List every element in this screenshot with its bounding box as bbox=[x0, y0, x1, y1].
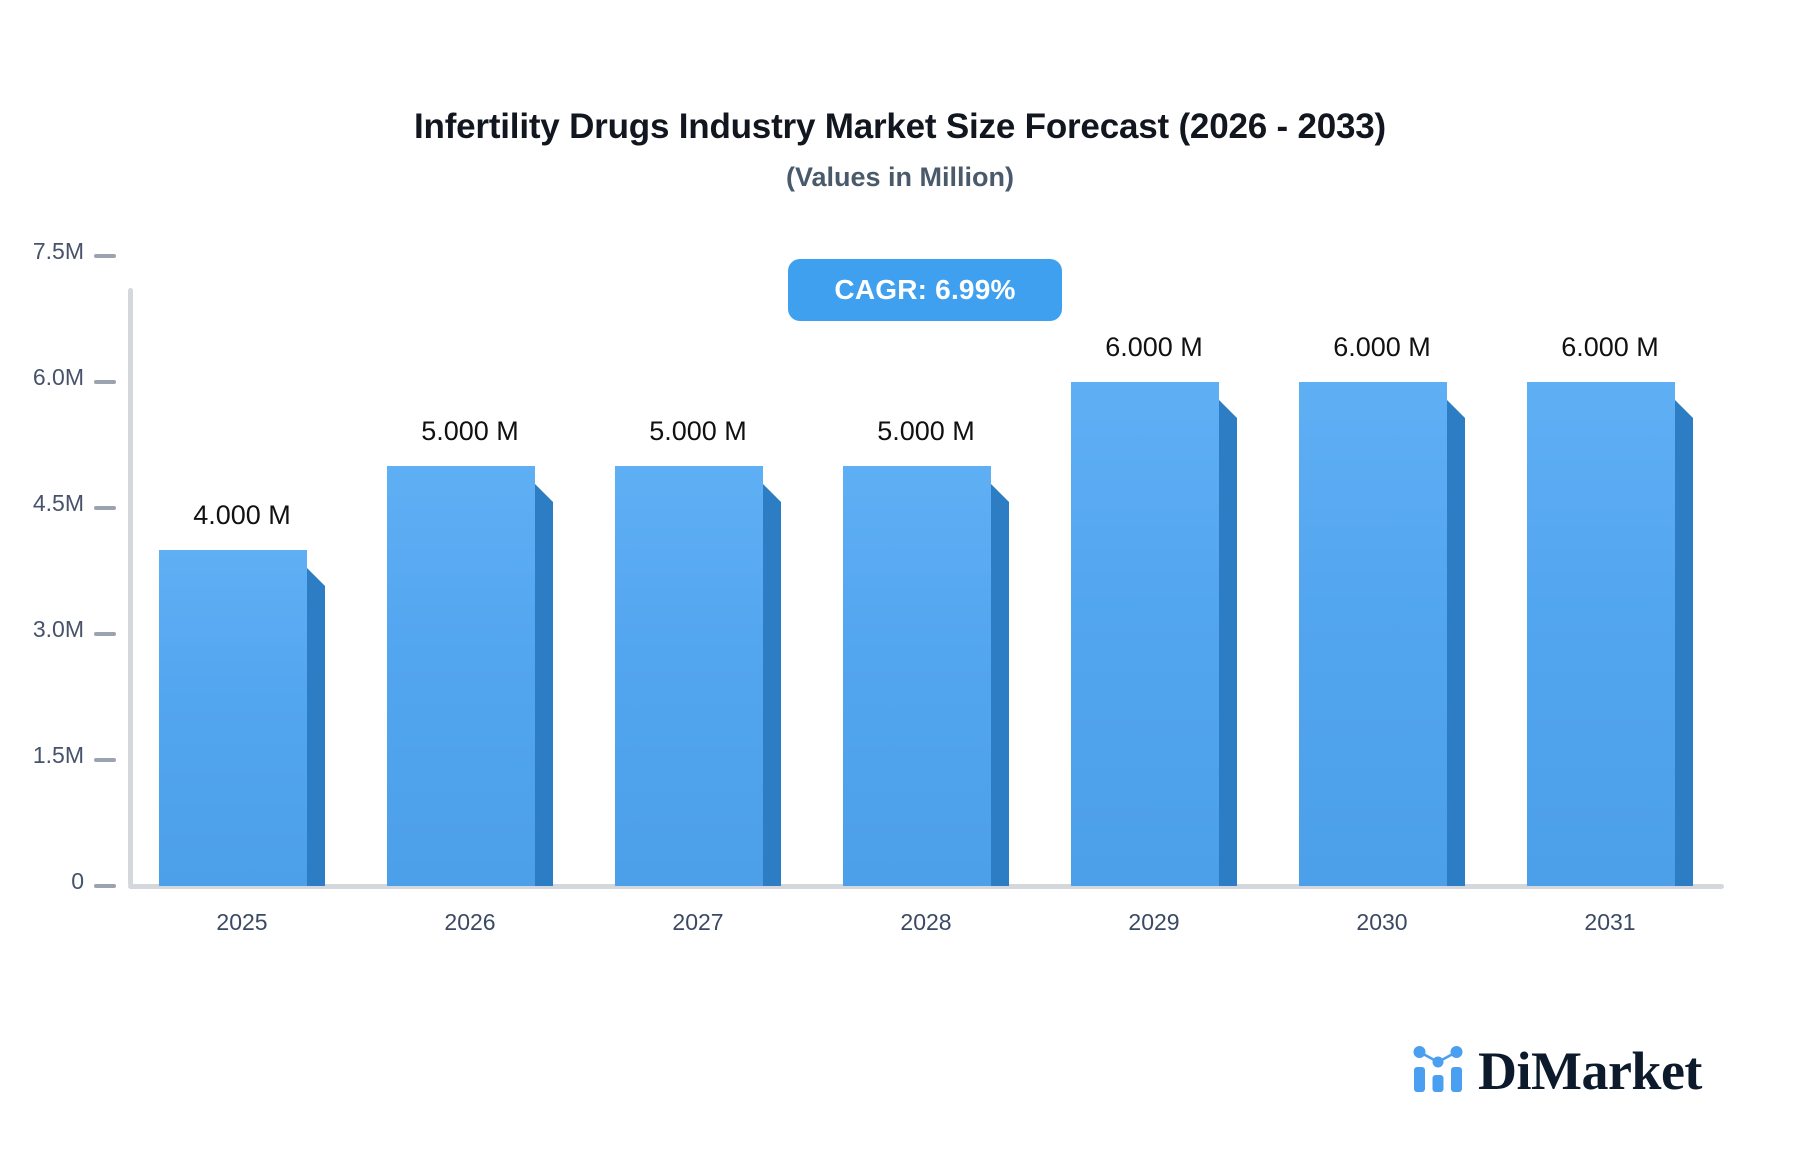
bar-side-face bbox=[535, 484, 553, 886]
bar-value-label: 5.000 M bbox=[649, 416, 747, 446]
bar-chart-logo-icon bbox=[1412, 1042, 1464, 1099]
bar-value-label: 5.000 M bbox=[877, 416, 975, 446]
bar-value-label: 6.000 M bbox=[1561, 332, 1659, 362]
bar-front-face bbox=[615, 466, 763, 886]
y-axis-tick-mark bbox=[94, 254, 116, 258]
y-axis-line bbox=[128, 288, 133, 886]
y-axis-tick-mark bbox=[94, 884, 116, 888]
brand-name: DiMarket bbox=[1478, 1040, 1702, 1101]
bar-value-label: 4.000 M bbox=[193, 500, 291, 530]
cagr-badge: CAGR: 6.99% bbox=[788, 259, 1062, 321]
x-axis-tick-label: 2026 bbox=[444, 909, 496, 935]
bar-2027 bbox=[615, 466, 781, 886]
x-axis-line bbox=[128, 884, 1724, 889]
y-axis-tick-mark bbox=[94, 632, 116, 636]
y-axis-tick-label: 7.5M bbox=[32, 238, 84, 264]
y-axis-tick-mark bbox=[94, 758, 116, 762]
x-axis-tick-label: 2031 bbox=[1584, 909, 1636, 935]
y-axis-tick-mark bbox=[94, 506, 116, 510]
bar-side-face bbox=[763, 484, 781, 886]
bar-value-label: 6.000 M bbox=[1333, 332, 1431, 362]
x-axis-tick-label: 2025 bbox=[216, 909, 268, 935]
y-axis-tick-label: 6.0M bbox=[32, 364, 84, 390]
bar-side-face bbox=[1219, 400, 1237, 886]
cagr-badge-label: CAGR: 6.99% bbox=[834, 274, 1016, 305]
bar-2025 bbox=[159, 550, 325, 886]
bar-2026 bbox=[387, 466, 553, 886]
y-axis-tick-label: 4.5M bbox=[32, 490, 84, 516]
bar-2028 bbox=[843, 466, 1009, 886]
page-title: Infertility Drugs Industry Market Size F… bbox=[413, 107, 1387, 146]
bar-front-face bbox=[843, 466, 991, 886]
bar-side-face bbox=[1447, 400, 1465, 886]
y-axis-tick-mark bbox=[94, 380, 116, 384]
brand-logo: DiMarket bbox=[1412, 1042, 1702, 1099]
y-axis-tick-label: 1.5M bbox=[32, 742, 84, 768]
bar-2029 bbox=[1071, 382, 1237, 886]
bar-2031 bbox=[1527, 382, 1693, 886]
x-axis-tick-label: 2028 bbox=[900, 909, 952, 935]
bar-front-face bbox=[159, 550, 307, 886]
chart-header: Infertility Drugs Industry Market Size F… bbox=[0, 107, 1800, 192]
x-axis-tick-label: 2027 bbox=[672, 909, 724, 935]
bar-side-face bbox=[1675, 400, 1693, 886]
x-axis-tick-label: 2029 bbox=[1128, 909, 1180, 935]
x-axis-tick-label: 2030 bbox=[1356, 909, 1408, 935]
bar-front-face bbox=[1299, 382, 1447, 886]
bar-side-face bbox=[307, 568, 325, 886]
bar-front-face bbox=[1071, 382, 1219, 886]
bar-value-label: 5.000 M bbox=[421, 416, 519, 446]
y-axis-tick-label: 0 bbox=[71, 868, 84, 894]
bar-front-face bbox=[387, 466, 535, 886]
y-axis-tick-label: 3.0M bbox=[32, 616, 84, 642]
bar-2030 bbox=[1299, 382, 1465, 886]
bar-front-face bbox=[1527, 382, 1675, 886]
bar-value-label: 6.000 M bbox=[1105, 332, 1203, 362]
chart-subtitle: (Values in Million) bbox=[785, 161, 1015, 192]
bar-side-face bbox=[991, 484, 1009, 886]
